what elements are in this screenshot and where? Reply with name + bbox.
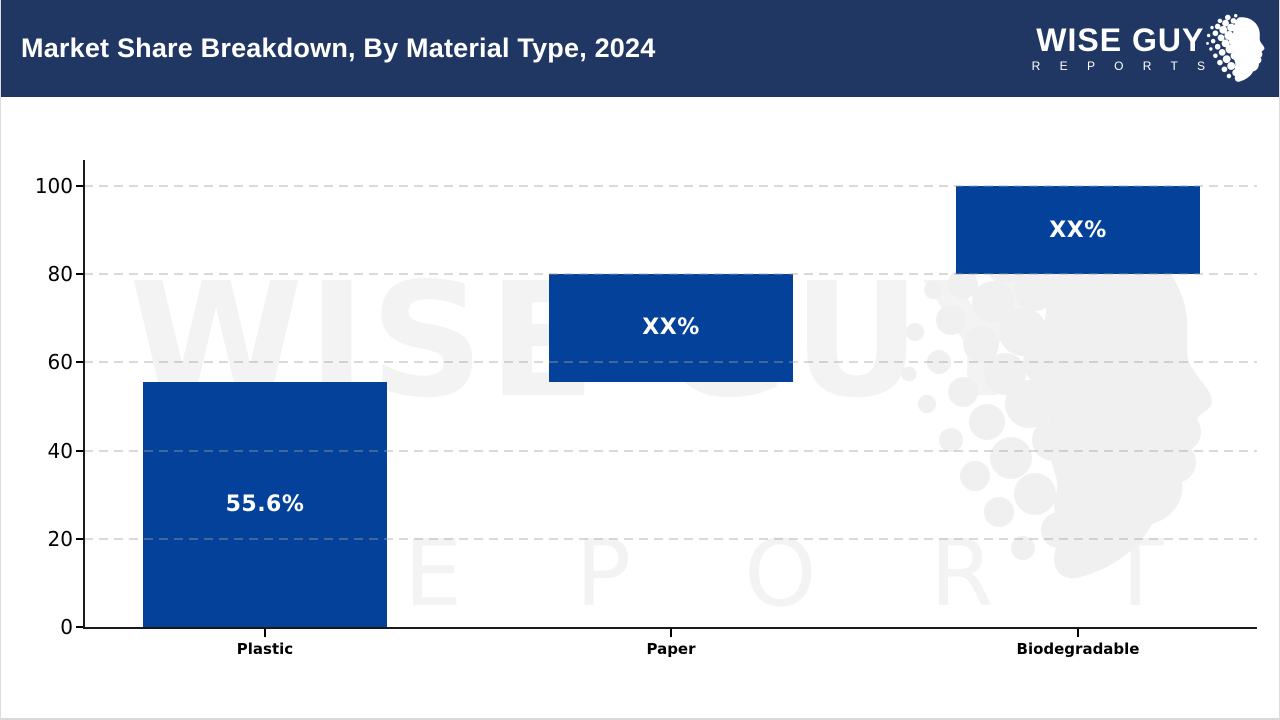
y-axis-tick-label: 20 [47, 526, 73, 551]
y-axis-line [83, 160, 85, 629]
bar-paper: XX% [549, 274, 793, 382]
brand-logo: WISE GUY R E P O R T S [1028, 13, 1265, 85]
bar-value-label: 55.6% [225, 491, 305, 517]
wiseguy-head-icon [1203, 13, 1265, 85]
y-axis-tick-mark [76, 185, 84, 187]
bar-plastic: 55.6% [143, 381, 387, 627]
brand-wordmark-block: WISE GUY R E P O R T S [1028, 24, 1213, 73]
y-axis-tick-mark [76, 449, 84, 452]
y-axis-tick-label: 80 [47, 262, 73, 287]
y-axis-tick-label: 40 [47, 438, 73, 463]
gridline-60 [84, 361, 1257, 364]
y-axis-tick-mark [76, 626, 84, 628]
bar-value-label: XX% [642, 315, 700, 341]
x-axis-label-paper: Paper [646, 640, 696, 658]
x-axis-tick-mark [670, 629, 672, 637]
brand-wordmark: WISE GUY [1036, 22, 1205, 58]
x-axis-label-plastic: Plastic [236, 640, 294, 658]
gridline-40 [84, 449, 1257, 452]
y-axis-tick-mark [76, 361, 84, 364]
page-title: Market Share Breakdown, By Material Type… [21, 33, 656, 63]
brand-subtext: R E P O R T S [1031, 59, 1213, 73]
x-axis-line [83, 627, 1257, 629]
y-axis-tick-mark [76, 537, 84, 540]
y-axis-tick-mark [76, 273, 84, 276]
x-axis-tick-mark [1077, 629, 1079, 637]
bar-value-label: XX% [1049, 217, 1107, 243]
x-axis-label-biodegradable: Biodegradable [1016, 640, 1140, 658]
gridline-100 [84, 185, 1257, 187]
x-axis-tick-mark [264, 629, 266, 637]
y-axis-tick-label: 100 [34, 174, 73, 198]
header-bar: Market Share Breakdown, By Material Type… [1, 0, 1279, 97]
y-axis-tick-label: 60 [47, 350, 73, 375]
bar-biodegradable: XX% [956, 186, 1200, 275]
gridline-20 [84, 537, 1257, 540]
gridline-80 [84, 273, 1257, 276]
y-axis-tick-label: 0 [60, 615, 73, 639]
